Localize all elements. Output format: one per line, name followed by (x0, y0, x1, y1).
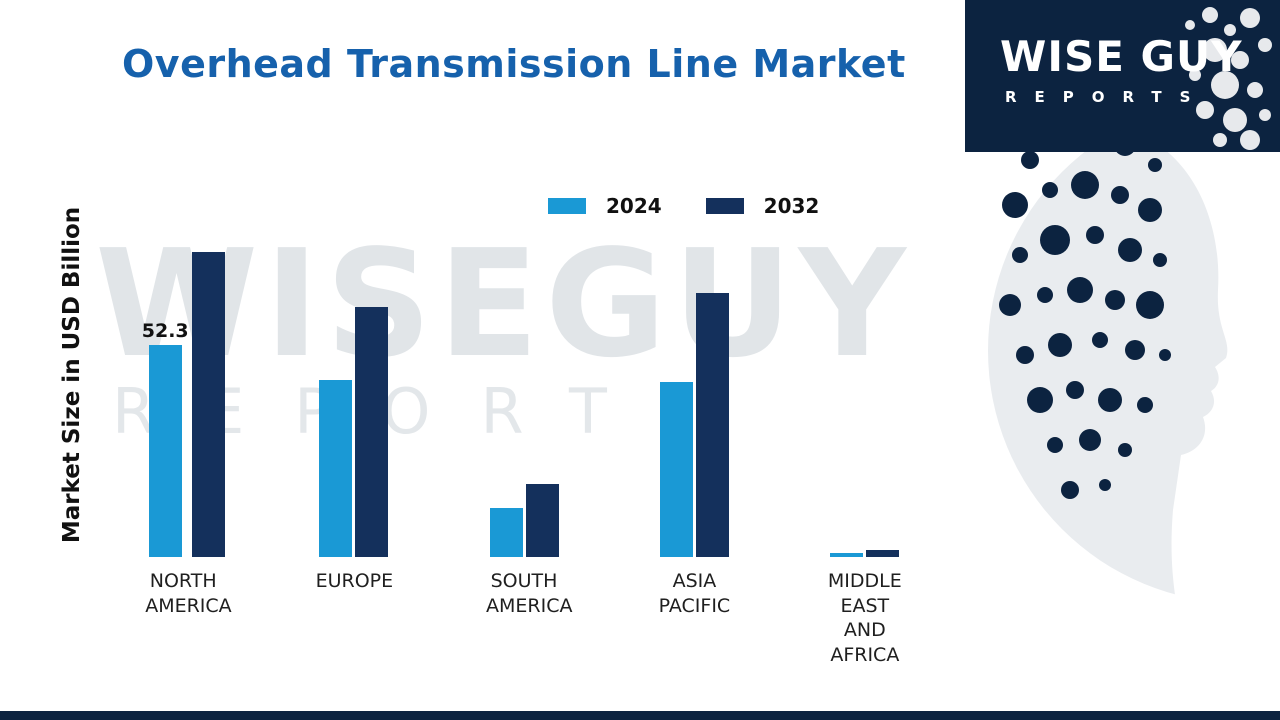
watermark-line1: WISEGUY (95, 218, 912, 390)
bar-column (830, 240, 864, 557)
bar-group-north-america: 52.3 NORTH AMERICA (98, 240, 268, 617)
bar-column (695, 240, 729, 557)
bar-2032-middle-east-and-africa (866, 550, 900, 557)
bar-2032-europe (355, 307, 389, 557)
logo-subtitle: REPORTS (1005, 88, 1209, 106)
y-axis-label: Market Size in USD Billion (59, 206, 85, 544)
bar-column (355, 240, 389, 557)
chart-legend: 2024 2032 (548, 194, 819, 218)
legend-label-2032: 2032 (763, 194, 820, 218)
page-title: Overhead Transmission Line Market (122, 42, 906, 86)
bar-column (489, 240, 523, 557)
bar-column (866, 240, 900, 557)
logo-wordmark: WISE GUY (1000, 32, 1243, 81)
bar-group-south-america: SOUTH AMERICA (439, 240, 609, 617)
footer-strip (0, 711, 1280, 720)
category-label: MIDDLE EAST AND AFRICA (827, 570, 902, 667)
bar-2024-north-america (148, 345, 182, 557)
bar-group-middle-east-and-africa: MIDDLE EAST AND AFRICA (780, 240, 950, 666)
bar-group-europe: EUROPE (268, 240, 438, 592)
category-label: SOUTH AMERICA (486, 570, 573, 617)
bar-column (191, 240, 225, 557)
bar-2024-middle-east-and-africa (830, 553, 864, 557)
bar-2024-asia-pacific (659, 382, 693, 557)
legend-swatch-2032 (705, 198, 744, 214)
bar-column: 52.3 (142, 240, 189, 557)
bar-2032-north-america (191, 252, 225, 557)
legend-item-2024: 2024 (548, 194, 662, 218)
category-label: EUROPE (315, 570, 394, 592)
bar-chart: 52.3 NORTH AMERICA EUROPE SOUTH AMERICA ASIA… (98, 240, 950, 666)
bar-2032-south-america (525, 484, 559, 557)
category-label: ASIA PACIFIC (658, 570, 731, 617)
logo-block: WISE GUY REPORTS (965, 0, 1280, 152)
bar-2024-south-america (489, 508, 523, 557)
bar-column (319, 240, 353, 557)
bar-value-label: 52.3 (141, 320, 189, 342)
logo-dots-graphic (1185, 7, 1272, 150)
legend-item-2032: 2032 (705, 194, 820, 218)
dotted-head-graphic (999, 90, 1280, 620)
category-label: NORTH AMERICA (145, 570, 232, 617)
legend-swatch-2024 (548, 198, 586, 214)
bar-column (659, 240, 693, 557)
bar-2024-europe (319, 380, 353, 557)
bar-column (525, 240, 559, 557)
bar-2032-asia-pacific (695, 293, 729, 557)
bar-group-asia-pacific: ASIA PACIFIC (609, 240, 779, 617)
legend-label-2024: 2024 (606, 194, 662, 218)
